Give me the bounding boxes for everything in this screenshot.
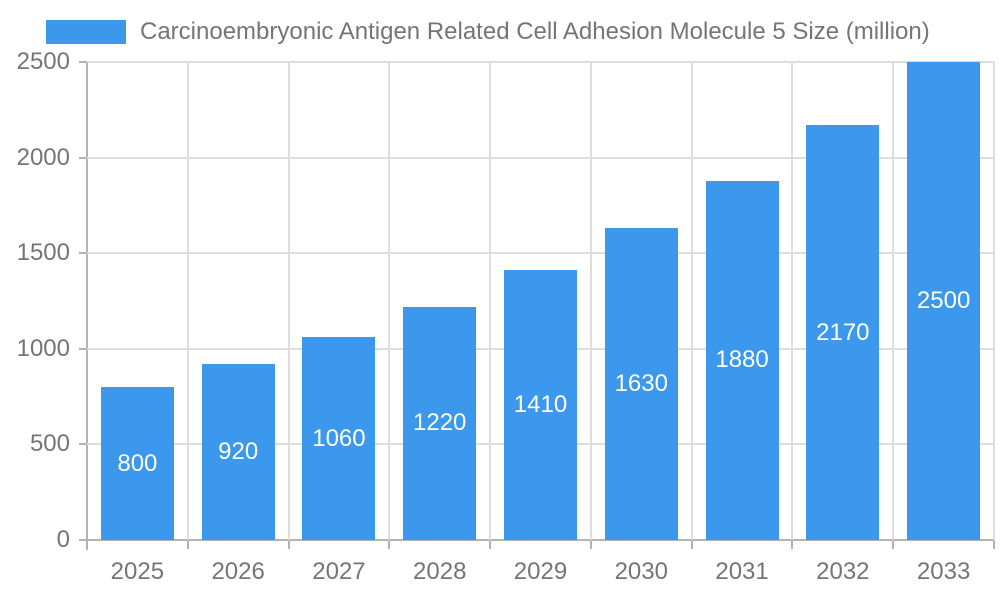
- bar-2025: 800: [100, 387, 174, 540]
- x-axis-label: 2026: [211, 558, 265, 585]
- x-axis-tick: [993, 540, 995, 549]
- gridline-vertical: [186, 62, 189, 540]
- bar-value-label: 1220: [413, 409, 467, 437]
- gridline-vertical: [489, 62, 492, 540]
- legend-swatch-icon: [46, 20, 126, 44]
- gridline-vertical: [388, 62, 391, 540]
- x-axis-label: 2033: [916, 558, 971, 585]
- bar-value-label: 2170: [816, 318, 870, 346]
- x-axis-tick: [186, 540, 189, 549]
- gridline-vertical: [287, 62, 290, 540]
- y-axis-tick: [79, 347, 87, 350]
- bar-value-label: 1410: [513, 391, 568, 419]
- x-axis-label: 2028: [413, 558, 467, 585]
- gridline-horizontal: [87, 156, 994, 159]
- y-axis-label: 2000: [16, 143, 70, 171]
- bar-value-label: 1060: [312, 424, 366, 452]
- bar-2030: 1630: [604, 228, 678, 540]
- bar-value-label: 920: [218, 438, 259, 466]
- gridline-vertical: [690, 62, 693, 540]
- x-axis-tick: [892, 540, 895, 549]
- y-axis-label: 0: [56, 526, 70, 553]
- x-axis-label: 2027: [312, 558, 366, 585]
- y-axis-label: 1000: [16, 334, 70, 362]
- x-axis-tick: [791, 540, 794, 549]
- bar-2026: 920: [201, 364, 275, 540]
- x-axis-label: 2029: [513, 558, 568, 585]
- bar-value-label: 1880: [715, 346, 769, 374]
- x-axis-tick: [388, 540, 391, 549]
- bar-2031: 1880: [705, 180, 779, 540]
- y-axis-tick: [79, 443, 87, 446]
- x-axis-label: 2030: [614, 558, 668, 585]
- x-axis-tick: [287, 540, 290, 549]
- bar-2029: 1410: [504, 270, 577, 540]
- gridline-horizontal: [87, 61, 994, 63]
- gridline-vertical: [993, 62, 995, 540]
- gridline-vertical: [589, 62, 592, 540]
- x-axis-tick: [690, 540, 693, 549]
- gridline-vertical: [892, 62, 895, 540]
- bar-2027: 1060: [302, 337, 376, 540]
- y-axis-label: 2500: [16, 48, 70, 75]
- y-axis-line: [86, 62, 88, 550]
- bar-value-label: 1630: [614, 370, 668, 398]
- x-axis-tick: [489, 540, 492, 549]
- bar-2033: 2500: [907, 62, 981, 540]
- chart-legend: Carcinoembryonic Antigen Related Cell Ad…: [46, 18, 930, 46]
- bar-2028: 1220: [403, 306, 477, 540]
- y-axis-label: 500: [29, 430, 70, 458]
- plot-area: 800 920 1060 1220 1410 1630 1880 2170 2500: [87, 61, 995, 540]
- y-axis-tick: [79, 252, 87, 255]
- y-axis-label: 1500: [16, 239, 70, 267]
- x-axis-line: [79, 539, 994, 541]
- x-axis-label: 2025: [110, 558, 165, 585]
- y-axis-tick: [79, 539, 87, 541]
- bar-value-label: 800: [117, 449, 158, 477]
- y-axis-tick: [79, 61, 87, 63]
- bar-value-label: 2500: [916, 287, 971, 314]
- chart-title: Carcinoembryonic Antigen Related Cell Ad…: [140, 18, 930, 45]
- bar-2032: 2170: [806, 125, 880, 540]
- y-axis-tick: [79, 156, 87, 159]
- x-axis-label: 2032: [816, 558, 870, 585]
- x-axis-label: 2031: [715, 558, 769, 585]
- x-axis-tick: [589, 540, 592, 549]
- gridline-horizontal: [87, 252, 994, 255]
- gridline-vertical: [791, 62, 794, 540]
